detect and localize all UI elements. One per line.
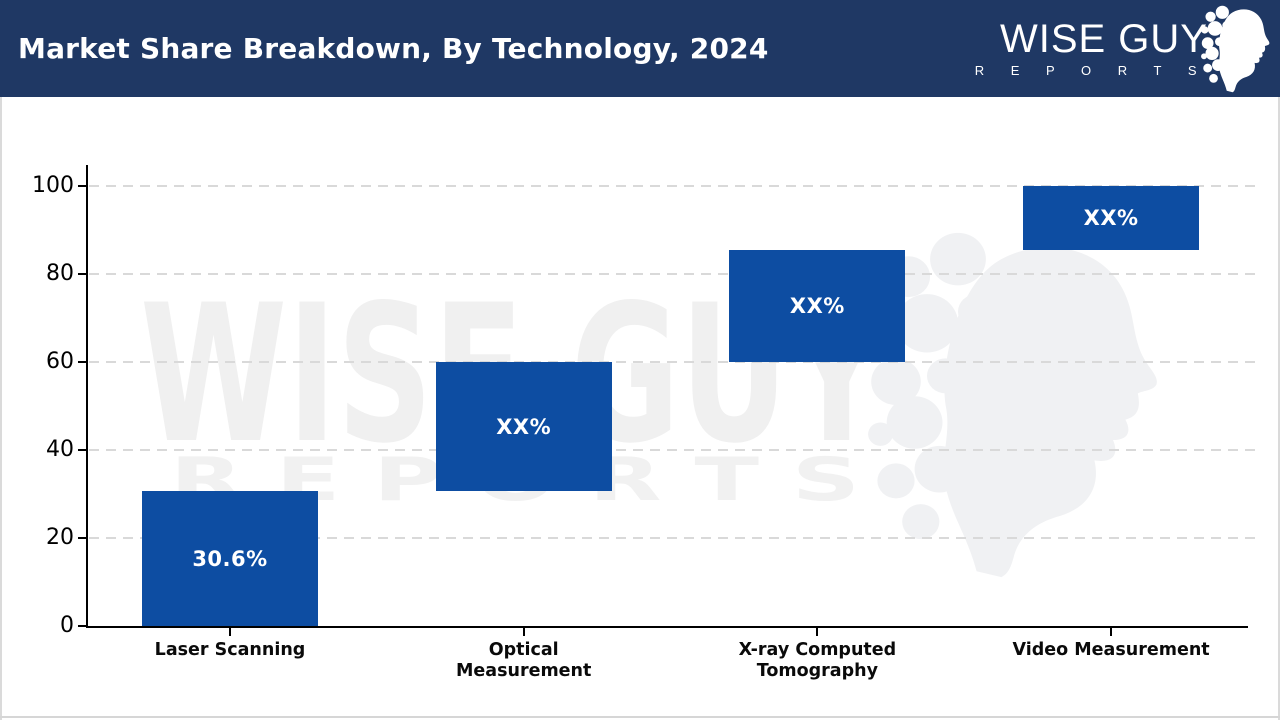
x-tick-mark (816, 628, 819, 636)
bar: XX% (1023, 186, 1200, 250)
y-tick-label: 0 (60, 613, 74, 638)
gridline (89, 537, 1256, 539)
y-tick-mark (78, 537, 86, 539)
left-border (0, 97, 2, 720)
logo-head-icon (1201, 5, 1270, 92)
logo-wordmark: WISE GUY (999, 17, 1208, 61)
logo-subtext: R E P O R T S (974, 63, 1208, 78)
brand-logo: WISE GUY R E P O R T S (967, 0, 1274, 97)
header-banner: Market Share Breakdown, By Technology, 2… (0, 0, 1280, 97)
y-tick-mark (78, 273, 86, 275)
category-label-line: Tomography (756, 661, 879, 681)
bar: 30.6% (142, 491, 318, 626)
bar-value-label: XX% (789, 293, 845, 318)
y-tick-label: 20 (46, 525, 74, 550)
gridline (89, 361, 1256, 363)
category-label: Laser Scanning (100, 640, 360, 661)
watermark-head-icon (868, 232, 1157, 578)
x-tick-mark (1110, 628, 1113, 636)
category-label: Video Measurement (981, 640, 1241, 661)
bottom-border (0, 716, 1280, 718)
category-label-line: Laser Scanning (154, 640, 306, 660)
x-tick-mark (522, 628, 525, 636)
x-axis-line (86, 626, 1248, 628)
category-label: Optical Measurement (394, 640, 654, 682)
y-tick-mark (78, 625, 86, 627)
y-tick-label: 100 (32, 173, 74, 198)
y-tick-mark (78, 449, 86, 451)
gridline (89, 449, 1256, 451)
right-border (1278, 97, 1280, 720)
y-tick-label: 40 (46, 437, 74, 462)
category-label-line: Video Measurement (1012, 640, 1210, 660)
category-label-line: X-ray Computed (738, 640, 897, 660)
y-tick-mark (78, 361, 86, 363)
bar: XX% (729, 249, 906, 362)
chart-area: WISE GUY R E P O R T S 02040608010030.6%… (0, 97, 1280, 720)
category-label-line: Measurement (455, 661, 592, 681)
bar-value-label: 30.6% (192, 546, 268, 571)
y-axis-line (86, 165, 88, 626)
category-label: X-ray Computed Tomography (687, 640, 947, 682)
logo-wordmark-block: WISE GUY R E P O R T S (967, 19, 1208, 78)
y-tick-label: 60 (46, 349, 74, 374)
gridline (89, 185, 1256, 187)
x-tick-mark (229, 628, 231, 636)
bar-value-label: XX% (496, 414, 552, 439)
page-title: Market Share Breakdown, By Technology, 2… (18, 32, 769, 65)
bar-value-label: XX% (1083, 205, 1139, 230)
gridline (89, 273, 1256, 275)
category-label-line: Optical (488, 640, 559, 660)
bar: XX% (435, 362, 612, 492)
y-tick-mark (78, 185, 86, 187)
y-tick-label: 80 (46, 261, 74, 286)
